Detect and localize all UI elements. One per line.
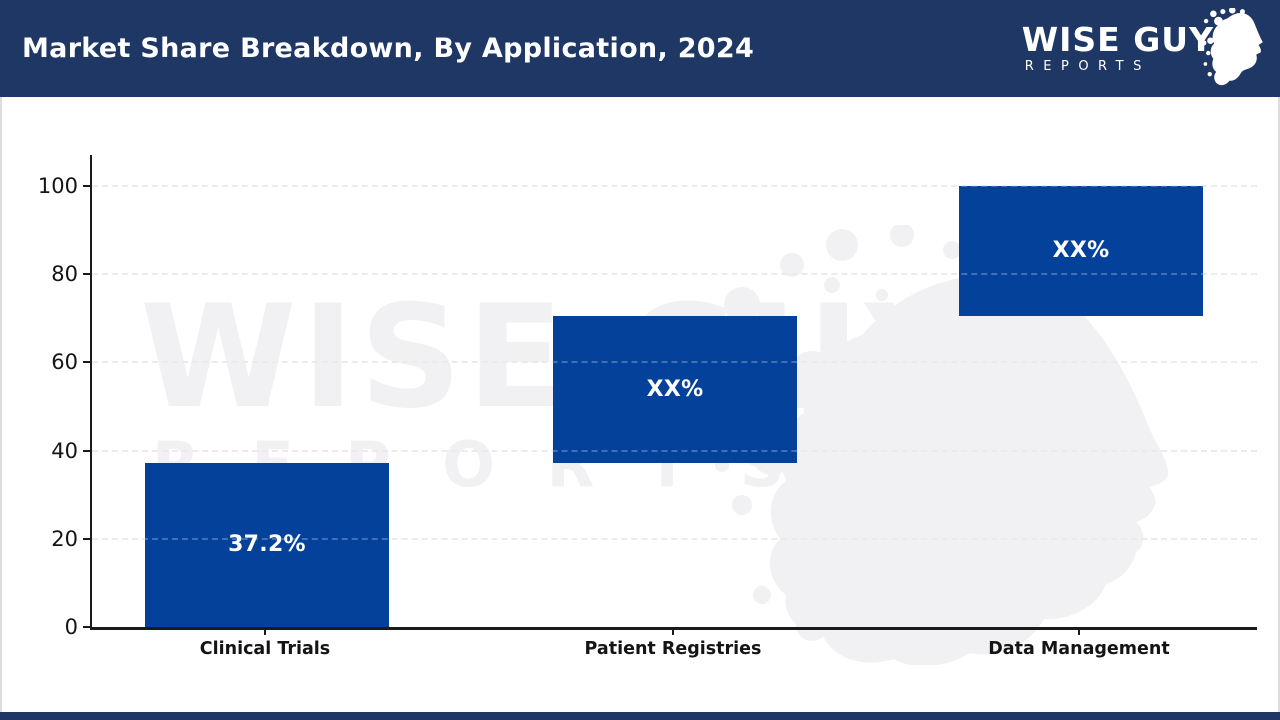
gridline-overlay [92, 449, 1257, 452]
chart-area: WISE GUY R E P O R T S 37.2%XX%XX% 02040… [0, 97, 1280, 712]
y-axis-tick-label: 100 [37, 173, 78, 198]
logo-wordmark: WISE GUY [1021, 20, 1214, 59]
y-axis-tick-label: 0 [64, 615, 78, 639]
y-axis-tick-label: 20 [51, 526, 78, 551]
gridline [92, 184, 1257, 187]
y-axis-tick-label: 80 [51, 262, 78, 287]
bar-value-label: XX% [646, 376, 704, 402]
y-axis-tick [83, 449, 90, 452]
x-axis-label-patient-registries: Patient Registries [584, 639, 762, 659]
x-axis-label-data-management: Data Management [988, 639, 1170, 659]
bar-clinical-trials: 37.2% [145, 462, 389, 627]
logo-subtext: REPORTS [1024, 59, 1151, 74]
bar-value-label: XX% [1052, 238, 1110, 264]
plot-area: 37.2% XX% XX% [90, 155, 1257, 630]
gridline-overlay [92, 537, 1257, 540]
bar-patient-registries: XX% [553, 316, 797, 463]
brand-logo: WISE GUY REPORTS [1022, 8, 1266, 88]
brand-logo-text: WISE GUY REPORTS [1021, 20, 1214, 75]
x-axis-label-clinical-trials: Clinical Trials [199, 639, 331, 659]
bar-data-management: XX% [959, 185, 1203, 317]
logo-face-icon [1201, 8, 1263, 86]
y-axis-tick [83, 626, 90, 628]
page-title: Market Share Breakdown, By Application, … [22, 33, 755, 64]
bar-value-label: 37.2% [228, 532, 306, 558]
y-axis-tick [83, 361, 90, 364]
y-axis-tick-label: 40 [51, 438, 78, 463]
x-axis-tick [672, 628, 674, 635]
x-axis-tick [264, 628, 266, 635]
gridline-overlay [92, 184, 1257, 187]
gridline [92, 273, 1257, 276]
y-axis-tick [83, 273, 90, 276]
x-axis-tick [1078, 628, 1080, 635]
footer-bar [0, 712, 1280, 720]
y-axis-tick [83, 537, 90, 540]
header: Market Share Breakdown, By Application, … [0, 0, 1280, 97]
y-axis-tick [83, 184, 90, 187]
gridline-overlay [92, 361, 1257, 364]
gridline-overlay [92, 273, 1257, 276]
y-axis-tick-label: 60 [51, 350, 78, 375]
gridline [92, 537, 1257, 540]
